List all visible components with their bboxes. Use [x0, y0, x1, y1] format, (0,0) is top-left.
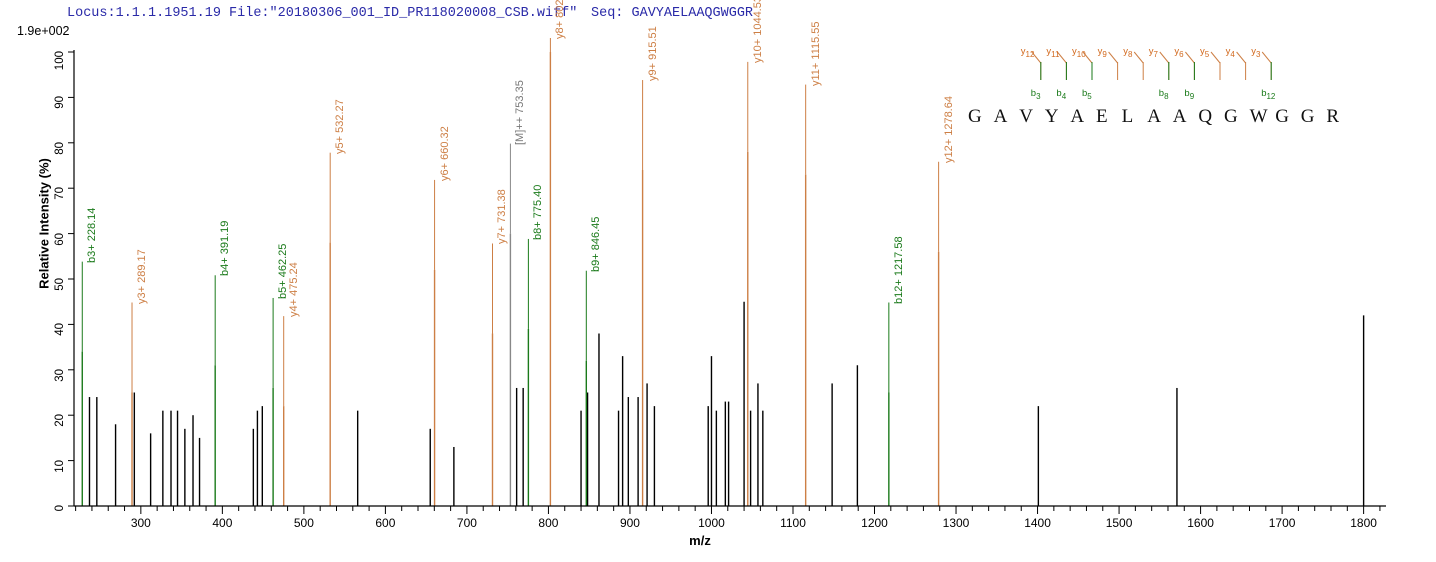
- peak-label: y10+ 1044.53: [751, 0, 764, 63]
- y-tick-label: 60: [54, 232, 66, 246]
- peak-label: y6+ 660.32: [438, 126, 451, 181]
- y-tick-label: 100: [54, 51, 66, 71]
- peak-label: y5+ 532.27: [334, 98, 347, 154]
- y-ion-label: y7: [1148, 46, 1158, 59]
- sequence-residue: G: [1275, 106, 1289, 127]
- x-tick-label: 1700: [1268, 516, 1296, 530]
- b-ion-label: b12: [1261, 88, 1276, 101]
- b-ion-label: b8: [1158, 88, 1169, 101]
- x-tick-label: 300: [130, 516, 151, 530]
- sequence-residue: G: [968, 106, 982, 127]
- x-tick-label: 1600: [1187, 516, 1214, 530]
- sequence-residue: A: [1070, 106, 1085, 127]
- peak-label: y11+ 1115.55: [809, 21, 822, 86]
- sequence-residue: Q: [1198, 106, 1213, 127]
- peak-label: y9+ 915.51: [646, 26, 659, 82]
- b-ion-label: b3: [1030, 88, 1041, 101]
- sequence-residue: A: [1147, 106, 1161, 127]
- peptide-ladder-diagram: 2+ GAVYAELAAQGWGGRy12y11y10y9y8y7y6y5y4y…: [940, 44, 1360, 127]
- peak-label: b3+ 228.14: [86, 207, 99, 263]
- y-tick-label: 70: [54, 187, 66, 200]
- y-ion-label: y11: [1046, 46, 1060, 59]
- peaks-layer: [81, 38, 1365, 506]
- x-tick-label: 1800: [1350, 516, 1377, 530]
- y-ion-label: y8: [1123, 46, 1133, 59]
- x-tick-label: 1100: [780, 516, 806, 530]
- peak-label: b9+ 846.45: [590, 216, 603, 272]
- x-axis-label: m/z: [689, 533, 711, 548]
- sequence-residue: V: [1019, 106, 1033, 127]
- sequence-residue: E: [1096, 106, 1108, 127]
- x-tick-label: 400: [212, 516, 233, 530]
- y-ion-label: y6: [1174, 46, 1184, 59]
- intensity-scale-label: 1.9e+002: [17, 24, 70, 38]
- b-ion-label: b5: [1082, 88, 1092, 101]
- sequence-residue: G: [1224, 106, 1238, 127]
- axis-layer: [68, 50, 1386, 514]
- x-tick-label: 1000: [698, 516, 725, 530]
- y-ion-label: y3: [1251, 46, 1261, 59]
- x-tick-label: 1400: [1024, 516, 1051, 530]
- locus-file-header: Locus:1.1.1.1951.19 File:"20180306_001_I…: [67, 6, 578, 21]
- x-tick-label: 900: [619, 516, 640, 530]
- peak-label: b8+ 775.40: [532, 184, 545, 240]
- y-tick-label: 50: [54, 278, 66, 291]
- y-tick-label: 0: [54, 505, 66, 512]
- x-tick-label: 1500: [1105, 516, 1133, 530]
- x-tick-label: 600: [375, 516, 396, 530]
- peak-label: y8+ 802.40: [554, 0, 567, 39]
- peak-label: b12+ 1217.58: [892, 235, 905, 304]
- peak-label: y3+ 289.17: [136, 248, 149, 304]
- y-tick-label: 40: [54, 323, 66, 337]
- y-tick-label: 10: [54, 459, 66, 473]
- y-ion-label: y4: [1225, 46, 1235, 59]
- sequence-residue: A: [993, 106, 1008, 127]
- peak-label: y7+ 731.38: [496, 189, 509, 245]
- x-tick-label: 500: [293, 516, 314, 530]
- x-tick-label: 1300: [942, 516, 970, 530]
- x-tick-label: 700: [456, 516, 477, 530]
- y-tick-label: 30: [54, 368, 66, 382]
- y-ion-label: y12: [1020, 46, 1035, 59]
- sequence-residue: W: [1249, 106, 1268, 127]
- sequence-residue: G: [1300, 106, 1315, 127]
- b-ion-label: b9: [1184, 88, 1195, 101]
- sequence-residue: A: [1172, 106, 1187, 127]
- sequence-residue: L: [1121, 106, 1134, 127]
- y-ion-label: y5: [1200, 46, 1210, 59]
- sequence-residue: R: [1326, 106, 1340, 127]
- peak-label: b4+ 391.19: [219, 220, 232, 277]
- y-ion-label: y9: [1097, 46, 1107, 59]
- y-tick-label: 20: [54, 414, 66, 427]
- sequence-residue: Y: [1044, 106, 1059, 127]
- b-ion-label: b4: [1056, 88, 1067, 101]
- y-tick-label: 80: [54, 141, 66, 155]
- x-tick-label: 800: [538, 516, 559, 530]
- peak-label: y4+ 475.24: [287, 262, 300, 318]
- y-ion-label: y10: [1072, 46, 1086, 59]
- y-tick-label: 90: [54, 96, 66, 110]
- peak-label: [M]++ 753.35: [514, 79, 527, 145]
- sequence-header: Seq: GAVYAELAAQGWGGR: [591, 6, 754, 21]
- x-tick-label: 1200: [861, 516, 888, 530]
